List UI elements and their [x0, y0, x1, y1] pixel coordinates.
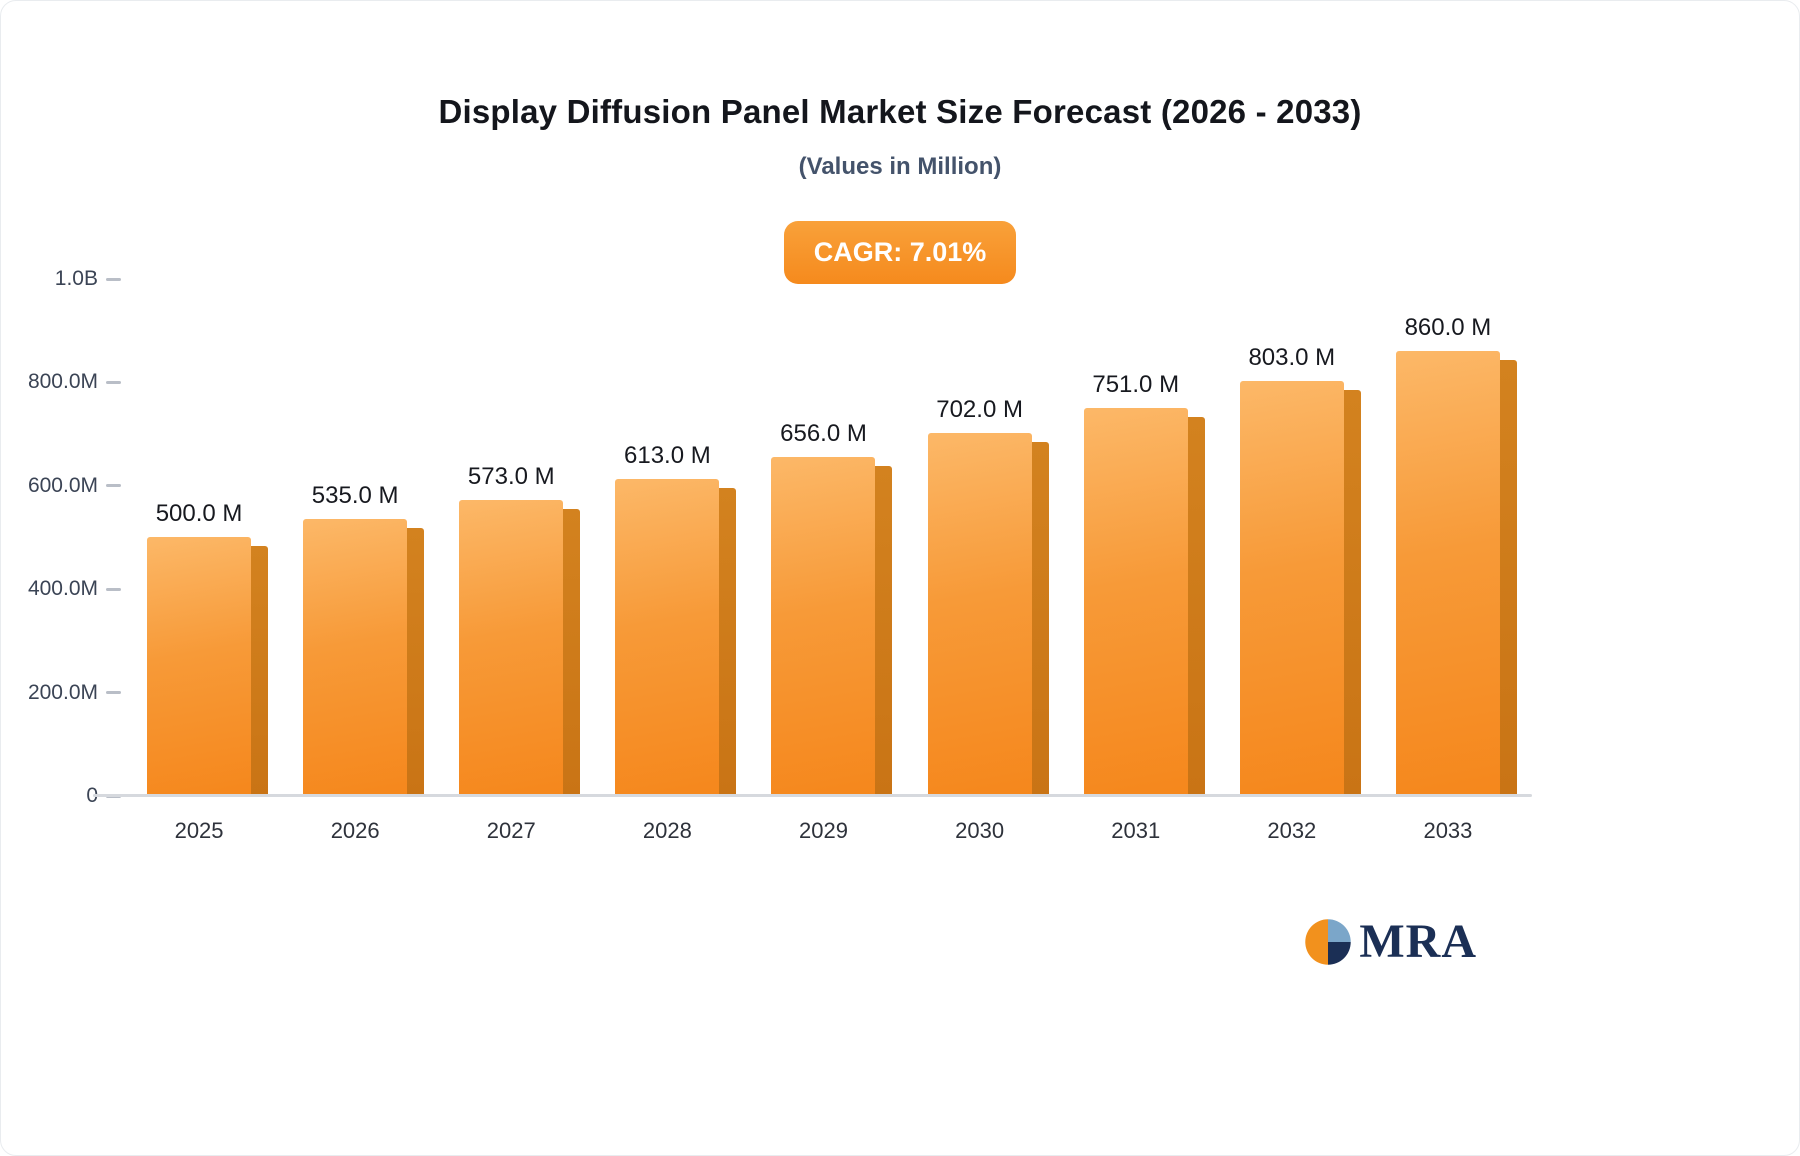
bar-value-label: 751.0 M — [1092, 371, 1180, 398]
bar-value-label: 702.0 M — [936, 396, 1023, 423]
x-axis-label: 2032 — [1267, 818, 1317, 843]
bar-value-label: 573.0 M — [467, 463, 555, 490]
bar-value-label: 613.0 M — [624, 442, 711, 469]
x-axis-label: 2025 — [174, 818, 224, 843]
y-axis-tick-label: 400.0M — [27, 577, 98, 601]
bars-container: 500.0 M 535.0 M 573.0 M 613.0 M 656.0 M 702.0… — [121, 279, 1526, 796]
cagr-badge: CAGR: 7.01% — [783, 221, 1017, 284]
bar — [927, 433, 1049, 796]
bar — [147, 537, 269, 796]
y-axis-tick: 200.0M — [14, 681, 121, 705]
bar-group: 535.0 M — [277, 279, 433, 796]
bar-value-label: 656.0 M — [780, 420, 867, 447]
bar-value-label: 860.0 M — [1404, 314, 1492, 341]
y-axis-tick-mark — [106, 380, 121, 384]
bar-value-label: 500.0 M — [155, 500, 243, 527]
mra-logo: MRA — [1303, 917, 1477, 967]
bar — [615, 479, 737, 796]
bar-group: 656.0 M — [745, 279, 901, 796]
bar — [459, 500, 581, 796]
bar-value-label: 535.0 M — [311, 482, 399, 509]
bar-group: 500.0 M — [121, 279, 277, 796]
bar-group: 573.0 M — [433, 279, 589, 796]
bar — [1239, 381, 1361, 796]
x-axis-label: 2029 — [799, 818, 848, 843]
mra-logo-text: MRA — [1359, 915, 1477, 968]
y-axis-tick-label: 1.0B — [54, 267, 98, 290]
y-axis-tick: 1.0B — [14, 267, 121, 291]
bar-group: 803.0 M — [1214, 279, 1370, 796]
y-axis-tick-mark — [106, 691, 121, 695]
y-axis-tick-label: 200.0M — [27, 680, 98, 704]
x-axis-labels: 2025 2026 2027 2028 2029 2030 2031 2032 2033 — [121, 796, 1526, 844]
x-axis-label: 2027 — [486, 818, 536, 843]
x-axis-line — [93, 794, 1532, 797]
y-axis-tick-mark — [106, 587, 121, 591]
y-axis-tick-mark — [106, 277, 121, 281]
bar — [1395, 351, 1517, 796]
y-axis-tick: 600.0M — [14, 474, 121, 498]
y-axis-tick-label: 600.0M — [27, 473, 98, 497]
mra-logo-pie-icon — [1305, 919, 1352, 965]
x-axis-label: 2028 — [642, 818, 692, 843]
y-axis-tick: 800.0M — [14, 370, 121, 394]
y-axis-tick-label: 800.0M — [27, 370, 98, 394]
y-axis-tick-mark — [106, 484, 121, 488]
bar-group: 751.0 M — [1058, 279, 1214, 796]
chart-header: Display Diffusion Panel Market Size Fore… — [1, 1, 1799, 181]
bar-group: 860.0 M — [1370, 279, 1526, 796]
x-axis-label: 2030 — [955, 818, 1005, 843]
x-axis-label: 2026 — [330, 818, 380, 843]
bar — [303, 519, 425, 796]
x-axis-label: 2031 — [1111, 818, 1161, 843]
bar-group: 702.0 M — [902, 279, 1058, 796]
y-axis-tick-label: 0 — [14, 784, 98, 808]
x-axis-label: 2033 — [1423, 818, 1473, 843]
bar-value-label: 803.0 M — [1248, 344, 1336, 371]
bar — [1083, 408, 1205, 796]
bar-group: 613.0 M — [589, 279, 745, 796]
bar — [771, 457, 893, 796]
y-axis: 0 200.0M 400.0M 600.0M 800.0M 1.0B — [1, 267, 121, 807]
chart-subtitle: (Values in Million) — [798, 153, 1002, 180]
y-axis-tick: 400.0M — [14, 577, 121, 601]
chart-title: Display Diffusion Panel Market Size Fore… — [438, 93, 1362, 130]
